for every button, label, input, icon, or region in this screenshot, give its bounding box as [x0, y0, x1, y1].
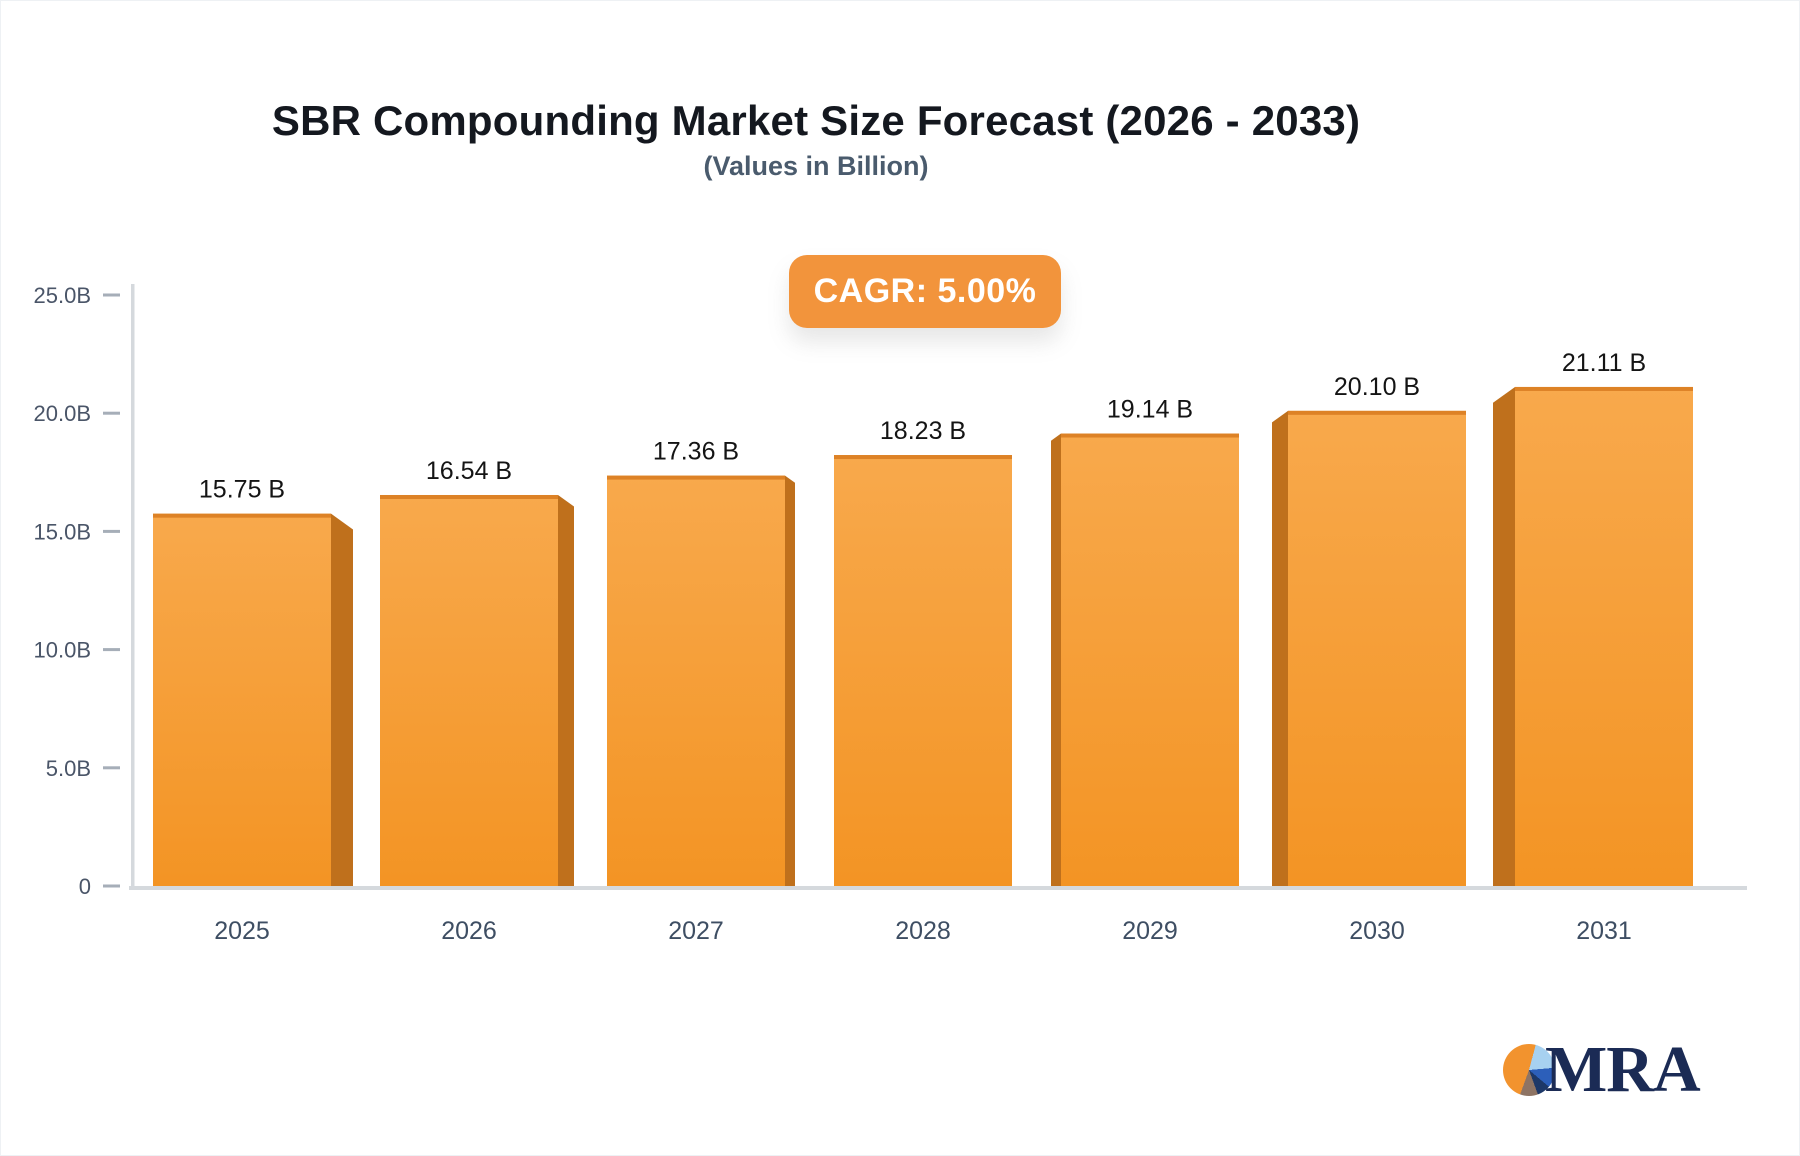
bar-2031	[1493, 386, 1693, 886]
chart-title: SBR Compounding Market Size Forecast (20…	[271, 97, 1361, 144]
bar-2026	[380, 494, 574, 886]
bar-value-label: 15.75 B	[199, 476, 285, 504]
y-axis-line	[131, 284, 135, 890]
bar-value-label: 19.14 B	[1107, 396, 1193, 424]
bar-top-edge	[1061, 433, 1239, 438]
bar-value-label: 18.23 B	[880, 417, 966, 445]
bar-2028	[834, 455, 1012, 886]
logo-text: MRA	[1545, 1033, 1701, 1106]
bar-series	[153, 386, 1693, 886]
bar-front-face	[607, 475, 785, 886]
y-tick-mark	[103, 529, 120, 533]
x-tick-label: 2028	[895, 917, 951, 945]
bar-top-edge	[834, 455, 1012, 460]
bar-2025	[153, 513, 353, 886]
cagr-badge: CAGR: 5.00%	[789, 255, 1061, 328]
bar-value-label: 21.11 B	[1562, 349, 1646, 377]
bar-front-face	[1288, 410, 1466, 886]
bar-value-label: 20.10 B	[1334, 373, 1420, 401]
bar-side-face	[331, 513, 353, 886]
y-tick-label: 20.0B	[34, 401, 92, 426]
y-tick-mark	[103, 411, 120, 415]
y-tick-mark	[103, 766, 120, 770]
bar-front-face	[1061, 433, 1239, 886]
x-tick-label: 2025	[214, 917, 270, 945]
bar-front-face	[1515, 386, 1693, 886]
y-tick-label: 10.0B	[34, 638, 92, 663]
y-tick-mark	[103, 648, 120, 652]
axes	[103, 284, 1747, 890]
y-tick-mark	[103, 884, 120, 888]
chart-subtitle: (Values in Billion)	[703, 151, 929, 181]
y-tick-label: 0	[79, 874, 91, 899]
bar-2027	[607, 475, 795, 886]
y-tick-mark	[103, 293, 120, 297]
bar-top-edge	[380, 494, 558, 499]
x-tick-label: 2027	[668, 917, 724, 945]
bar-top-edge	[607, 475, 785, 480]
x-tick-label: 2030	[1349, 917, 1405, 945]
bar-side-face	[785, 475, 795, 886]
pie-chart-logo-icon	[1503, 1044, 1555, 1096]
axis-labels: 0 5.0B 10.0B 15.0B 20.0B 25.0B 15.75 B 2025 16.5…	[34, 283, 1647, 945]
bar-value-label: 17.36 B	[653, 438, 739, 466]
x-tick-label: 2029	[1122, 917, 1178, 945]
mra-logo: MRA	[1503, 1033, 1701, 1106]
bar-top-edge	[1515, 386, 1693, 391]
x-axis-line	[129, 886, 1747, 890]
bar-value-label: 16.54 B	[426, 457, 512, 485]
y-tick-label: 5.0B	[46, 756, 91, 781]
cagr-badge-label: CAGR: 5.00%	[813, 272, 1037, 310]
bar-top-edge	[1288, 410, 1466, 415]
bar-side-face	[1493, 386, 1515, 886]
bar-2030	[1272, 410, 1466, 886]
x-tick-label: 2031	[1576, 917, 1632, 945]
bar-side-face	[1272, 410, 1288, 886]
y-tick-label: 15.0B	[34, 519, 92, 544]
bar-2029	[1051, 433, 1239, 886]
bar-side-face	[1051, 433, 1061, 886]
y-tick-label: 25.0B	[34, 283, 92, 308]
bar-front-face	[153, 513, 331, 886]
bar-top-edge	[153, 513, 331, 518]
bar-side-face	[558, 494, 574, 886]
bar-front-face	[834, 455, 1012, 886]
bar-front-face	[380, 494, 558, 886]
x-tick-label: 2026	[441, 917, 497, 945]
